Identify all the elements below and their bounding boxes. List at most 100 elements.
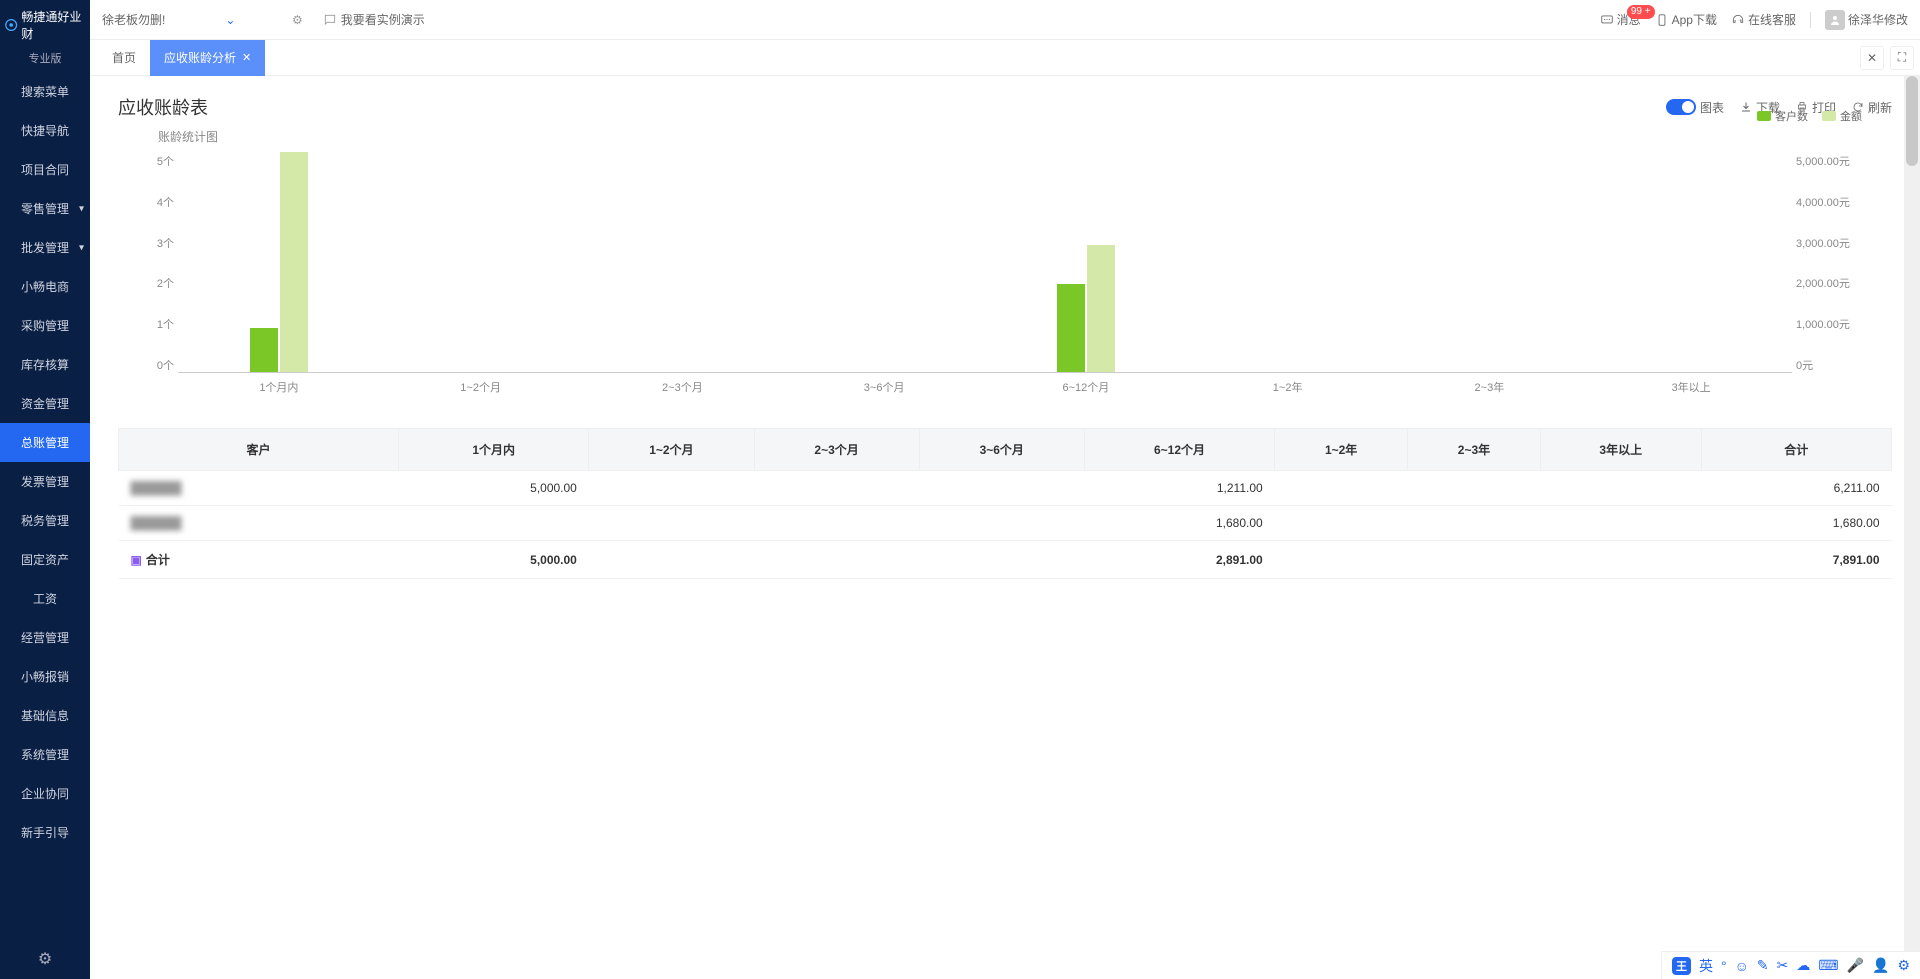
chart-area: 账龄统计图 客户数金额 5个4个3个2个1个0个 5,000.00元4,000.… (148, 128, 1862, 408)
table-header-row: 客户1个月内1~2个月2~3个月3~6个月6~12个月1~2年2~3年3年以上合… (119, 429, 1892, 471)
message-button[interactable]: 消息 99 + (1600, 11, 1641, 28)
chart-toggle[interactable]: 图表 (1666, 99, 1724, 116)
account-settings-icon[interactable]: ⚙ (292, 13, 303, 27)
sidebar-item[interactable]: 库存核算 (0, 345, 90, 384)
x-category: 1~2个月 (380, 373, 582, 395)
legend-swatch (1822, 111, 1836, 121)
ime-icon-mic[interactable]: 🎤 (1847, 957, 1864, 974)
sidebar-item[interactable]: 系统管理 (0, 735, 90, 774)
fullscreen-button[interactable]: ⛶ (1890, 46, 1914, 70)
table-cell: ██████ (119, 506, 399, 541)
ime-icon-cut[interactable]: ✂ (1777, 957, 1789, 974)
sidebar-item[interactable]: 发票管理 (0, 462, 90, 501)
scrollbar[interactable] (1904, 76, 1920, 951)
ime-toolbar: 王 英 ° ☺ ✎ ✂ ☁ ⌨ 🎤 👤 ⚙ (1661, 951, 1920, 979)
sidebar-item[interactable]: 快捷导航 (0, 111, 90, 150)
sidebar-item[interactable]: 搜索菜单 (0, 72, 90, 111)
ime-icon-gear[interactable]: ⚙ (1897, 957, 1910, 974)
ime-badge[interactable]: 王 (1672, 957, 1691, 975)
download-label: App下载 (1672, 11, 1717, 28)
sidebar-item[interactable]: 采购管理 (0, 306, 90, 345)
ime-icon-smile[interactable]: ☺ (1735, 958, 1749, 974)
table-cell (1540, 541, 1701, 579)
ime-icon-person[interactable]: 👤 (1872, 957, 1889, 974)
y-tick: 2,000.00元 (1796, 275, 1850, 291)
close-icon[interactable]: ✕ (242, 51, 251, 64)
table-cell (1408, 541, 1541, 579)
chevron-down-icon: ⌄ (225, 13, 235, 27)
table-cell: ▣合计 (119, 541, 399, 579)
table-header: 3~6个月 (919, 429, 1084, 471)
sidebar-item[interactable]: 项目合同 (0, 150, 90, 189)
account-selector[interactable]: 徐老板勿删! ⌄ (102, 11, 282, 28)
user-menu[interactable]: 徐泽华修改 (1825, 10, 1908, 30)
toggle-switch[interactable] (1666, 99, 1696, 115)
chart-body: 5个4个3个2个1个0个 5,000.00元4,000.00元3,000.00元… (148, 153, 1862, 373)
sidebar-item[interactable]: 基础信息 (0, 696, 90, 735)
legend-item[interactable]: 金额 (1822, 108, 1862, 124)
sidebar-item[interactable]: 总账管理 (0, 423, 90, 462)
sidebar-item[interactable]: 工资 (0, 579, 90, 618)
download-button[interactable]: App下载 (1655, 11, 1717, 28)
sidebar-item[interactable]: 批发管理▾ (0, 228, 90, 267)
service-button[interactable]: 在线客服 (1731, 11, 1796, 28)
table-cell (1275, 506, 1408, 541)
page-title: 应收账龄表 (118, 94, 208, 120)
page-header: 应收账龄表 图表 下载 打印 (118, 94, 1892, 120)
ime-icon-cloud[interactable]: ☁ (1796, 957, 1810, 974)
tab[interactable]: 首页 (98, 40, 150, 76)
chart-plot (178, 153, 1792, 373)
legend-swatch (1757, 111, 1771, 121)
divider (1810, 12, 1811, 28)
sidebar-item[interactable]: 小畅电商 (0, 267, 90, 306)
headset-icon (1731, 13, 1745, 27)
y-tick: 1,000.00元 (1796, 316, 1850, 332)
tab[interactable]: 应收账龄分析 ✕ (150, 40, 265, 76)
x-category: 3年以上 (1590, 373, 1792, 395)
sidebar-item[interactable]: 小畅报销 (0, 657, 90, 696)
bar-customers (1057, 284, 1085, 372)
tabbar: 首页应收账龄分析 ✕ ✕ ⛶ (90, 40, 1920, 76)
tab-close-all[interactable]: ✕ (1860, 46, 1884, 70)
table-row[interactable]: ██████1,680.001,680.00 (119, 506, 1892, 541)
table-cell: 1,680.00 (1701, 506, 1891, 541)
table-cell (1275, 471, 1408, 506)
sidebar-item[interactable]: 税务管理 (0, 501, 90, 540)
sidebar: 畅捷通好业财 专业版 搜索菜单快捷导航项目合同零售管理▾批发管理▾小畅电商采购管… (0, 0, 90, 979)
sidebar-item[interactable]: 资金管理 (0, 384, 90, 423)
sidebar-item[interactable]: 经营管理 (0, 618, 90, 657)
ime-icon-keyboard[interactable]: ⌨ (1818, 957, 1838, 974)
tab-label: 应收账龄分析 (164, 49, 236, 66)
table-header: 2~3年 (1408, 429, 1541, 471)
settings-icon[interactable]: ⚙ (38, 951, 52, 968)
sidebar-item[interactable]: 新手引导 (0, 813, 90, 852)
sidebar-item[interactable]: 固定资产 (0, 540, 90, 579)
bar-amount (280, 152, 308, 372)
topbar-right: 消息 99 + App下载 在线客服 徐泽华修改 (1600, 10, 1908, 30)
content: 应收账龄表 图表 下载 打印 (90, 76, 1920, 979)
table-cell: 5,000.00 (399, 471, 589, 506)
x-category: 2~3年 (1389, 373, 1591, 395)
chat-icon (323, 13, 337, 27)
table-row[interactable]: ██████5,000.001,211.006,211.00 (119, 471, 1892, 506)
table-cell: 5,000.00 (399, 541, 589, 579)
table-cell (919, 471, 1084, 506)
scrollbar-thumb[interactable] (1906, 76, 1918, 166)
y-tick: 4个 (157, 194, 174, 210)
sidebar-item[interactable]: 零售管理▾ (0, 189, 90, 228)
x-category: 2~3个月 (582, 373, 784, 395)
table-cell (589, 506, 754, 541)
table-cell (399, 506, 589, 541)
ime-icon-1[interactable]: ° (1721, 958, 1727, 974)
legend-item[interactable]: 客户数 (1757, 108, 1808, 124)
tab-actions: ✕ ⛶ (1860, 46, 1914, 70)
brand-name: 畅捷通好业财 (21, 8, 86, 42)
sidebar-item[interactable]: 企业协同 (0, 774, 90, 813)
y-tick: 3个 (157, 235, 174, 251)
ime-icon-edit[interactable]: ✎ (1757, 957, 1769, 974)
ime-lang[interactable]: 英 (1699, 956, 1713, 976)
legend-label: 客户数 (1775, 108, 1808, 124)
table-cell: 7,891.00 (1701, 541, 1891, 579)
table-header: 3年以上 (1540, 429, 1701, 471)
demo-link[interactable]: 我要看实例演示 (323, 11, 425, 28)
